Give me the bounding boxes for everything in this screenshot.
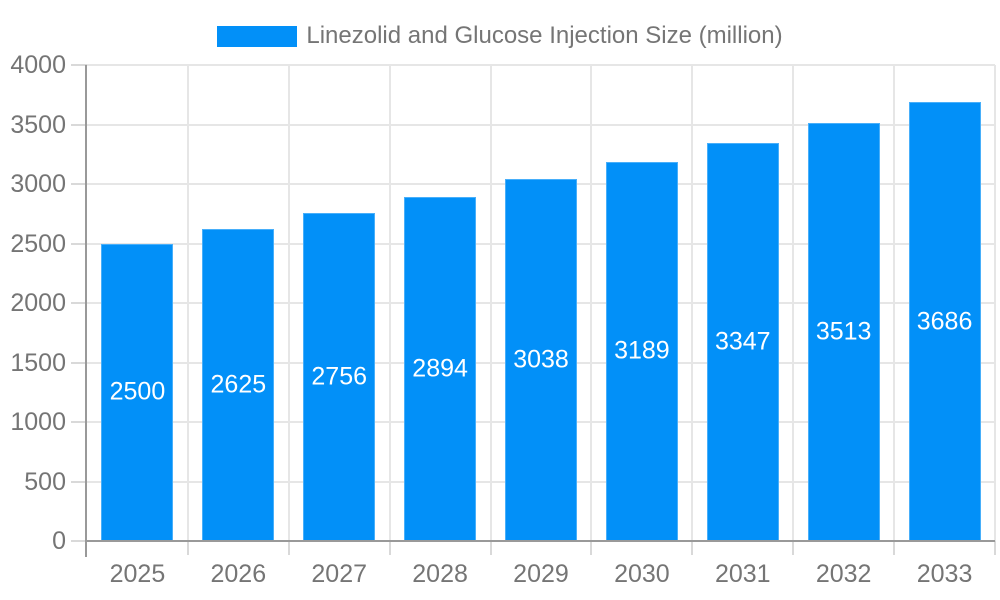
x-axis-label: 2032: [815, 560, 872, 588]
y-axis-tick: [71, 540, 87, 542]
bar-value-label: 3189: [614, 336, 670, 365]
x-axis-label: 2030: [614, 560, 670, 588]
y-axis-label: 2500: [10, 229, 66, 258]
bar-value-label: 3513: [815, 317, 872, 346]
v-gridline: [893, 65, 896, 541]
x-axis-label: 2029: [513, 560, 569, 588]
y-axis-label: 0: [52, 527, 66, 555]
bar[interactable]: [101, 243, 174, 541]
y-axis-tick: [71, 64, 87, 66]
v-gridline: [388, 65, 391, 541]
v-gridline: [994, 65, 996, 541]
h-gridline: [87, 123, 995, 126]
x-axis-label: 2027: [311, 560, 368, 588]
x-axis-tick: [994, 541, 996, 555]
y-axis-tick: [71, 183, 87, 185]
y-axis-label: 4000: [10, 51, 66, 79]
y-axis-tick: [71, 480, 87, 483]
x-axis-tick: [590, 541, 593, 555]
v-gridline: [287, 65, 290, 541]
chart-legend: Linezolid and Glucose Injection Size (mi…: [0, 22, 1000, 50]
x-axis-tick: [489, 541, 492, 555]
bar[interactable]: [807, 122, 880, 541]
y-axis-tick: [71, 242, 87, 245]
bar[interactable]: [202, 228, 275, 541]
x-axis-tick: [893, 541, 896, 555]
bar-value-label: 2500: [109, 377, 166, 406]
legend-swatch: [217, 25, 298, 47]
v-gridline: [792, 65, 795, 541]
x-axis-tick: [792, 541, 795, 555]
bar[interactable]: [605, 161, 678, 541]
x-axis-baseline: [85, 540, 995, 542]
bar-value-label: 3686: [916, 307, 973, 336]
bar-value-label: 2894: [412, 354, 468, 383]
h-gridline: [87, 64, 995, 66]
y-axis-label: 1000: [10, 408, 66, 436]
y-axis-label: 3000: [10, 170, 66, 198]
bar[interactable]: [303, 213, 376, 541]
x-axis-label: 2025: [109, 560, 166, 588]
v-gridline: [186, 65, 189, 541]
bar-value-label: 3347: [714, 327, 771, 356]
y-axis-tick: [71, 302, 87, 304]
x-axis-label: 2031: [714, 560, 771, 588]
y-axis-label: 1500: [10, 348, 66, 377]
bar-value-label: 3038: [513, 345, 569, 374]
bar-value-label: 2756: [311, 362, 368, 391]
bar[interactable]: [404, 196, 477, 541]
x-axis-label: 2028: [412, 560, 468, 588]
x-axis-tick: [287, 541, 290, 555]
v-gridline: [590, 65, 593, 541]
y-axis-tick: [71, 361, 87, 364]
x-axis-tick: [388, 541, 391, 555]
v-gridline: [489, 65, 492, 541]
x-axis-tick: [691, 541, 694, 555]
bar[interactable]: [505, 179, 577, 541]
legend-label: Linezolid and Glucose Injection Size (mi…: [306, 22, 783, 49]
x-axis-label: 2026: [210, 560, 267, 588]
y-axis-line: [85, 65, 87, 557]
y-axis-tick: [71, 123, 87, 126]
bar[interactable]: [706, 142, 779, 541]
bar-value-label: 2625: [210, 370, 267, 399]
bar[interactable]: [908, 102, 981, 541]
y-axis-tick: [71, 421, 87, 423]
y-axis-label: 3500: [10, 110, 66, 139]
x-axis-label: 2033: [916, 560, 973, 588]
v-gridline: [691, 65, 694, 541]
y-axis-label: 500: [24, 467, 66, 496]
x-axis-tick: [186, 541, 189, 555]
y-axis-label: 2000: [10, 289, 66, 317]
